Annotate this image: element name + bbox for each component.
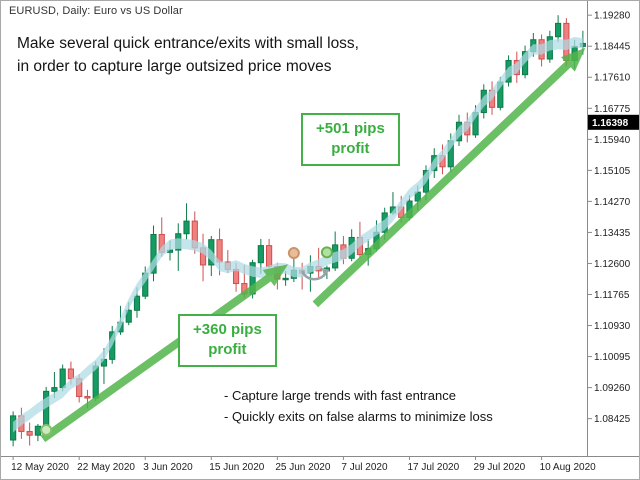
price-tick-label: 1.18445: [594, 42, 631, 53]
candle-body: [34, 425, 41, 436]
price-tick-label: 1.17610: [594, 73, 631, 84]
candle-body: [183, 220, 190, 235]
headline-annotation: Make several quick entrance/exits with s…: [17, 32, 359, 79]
reversal-curve-arrow: [301, 267, 330, 281]
candle-body: [266, 245, 273, 267]
date-tick-label: 7 Jul 2020: [341, 462, 388, 473]
curve-arrow-head: [321, 267, 330, 277]
candle-body: [59, 368, 66, 389]
candle-body: [26, 430, 33, 436]
profit-360-word: profit: [208, 341, 247, 359]
headline-line1: Make several quick entrance/exits with s…: [17, 35, 359, 52]
symbol-title: EURUSD, Daily: Euro vs US Dollar: [9, 5, 183, 17]
note-line2: - Quickly exits on false alarms to minim…: [224, 408, 493, 424]
price-tick-label: 1.09260: [594, 383, 631, 394]
date-tick-label: 22 May 2020: [77, 462, 135, 473]
date-tick-label: 15 Jun 2020: [209, 462, 264, 473]
note-line1: - Capture large trends with fast entranc…: [224, 388, 456, 403]
candle-body: [67, 368, 75, 380]
profit-501-word: profit: [331, 140, 370, 158]
strategy-notes: - Capture large trends with fast entranc…: [224, 386, 493, 428]
price-tick-label: 1.12600: [594, 259, 631, 270]
candle-body: [133, 295, 141, 311]
date-tick-label: 29 Jul 2020: [474, 462, 526, 473]
price-tick-label: 1.15940: [594, 135, 631, 146]
candle-body: [84, 396, 91, 399]
price-tick-label: 1.10930: [594, 321, 631, 332]
trend-arrow-head: [561, 47, 586, 72]
entry-marker-green-2: [320, 246, 333, 259]
trend-arrow: [40, 264, 289, 443]
date-tick-label: 17 Jul 2020: [407, 462, 459, 473]
current-price-value: 1.16398: [592, 118, 629, 129]
curve-path: [301, 270, 327, 281]
date-tick-label: 3 Jun 2020: [143, 462, 193, 473]
candle-body: [257, 245, 264, 264]
price-tick-label: 1.14270: [594, 197, 631, 208]
profit-label-360: +360 pips profit: [178, 314, 277, 367]
profit-360-pips: +360 pips: [193, 321, 262, 338]
trend-arrow-shaft: [312, 60, 573, 308]
exit-marker-orange: [287, 247, 300, 260]
date-tick-label: 25 Jun 2020: [275, 462, 330, 473]
profit-label-501: +501 pips profit: [301, 113, 400, 166]
date-tick-label: 12 May 2020: [11, 462, 69, 473]
price-tick-label: 1.10095: [594, 352, 631, 363]
profit-501-pips: +501 pips: [316, 120, 385, 137]
current-price-tag: [588, 114, 639, 130]
entry-marker-green: [40, 423, 53, 436]
candle-body: [125, 309, 132, 323]
headline-line2: in order to capture large outsized price…: [17, 58, 332, 76]
trend-arrow-head: [262, 264, 289, 287]
price-tick-label: 1.08425: [594, 414, 631, 425]
trend-arrow-shaft: [40, 273, 273, 443]
price-tick-label: 1.19280: [594, 11, 631, 22]
candle-body: [51, 387, 58, 392]
candle-body: [555, 22, 562, 38]
candle-body: [282, 277, 289, 281]
price-tick-label: 1.15105: [594, 166, 631, 177]
price-tick-label: 1.16775: [594, 104, 631, 115]
candle-body: [150, 233, 157, 274]
price-tick-label: 1.11765: [594, 290, 630, 301]
date-tick-label: 10 Aug 2020: [540, 462, 597, 473]
candle-body: [232, 268, 240, 285]
price-tick-label: 1.13435: [594, 228, 631, 239]
trend-arrow: [312, 47, 586, 308]
